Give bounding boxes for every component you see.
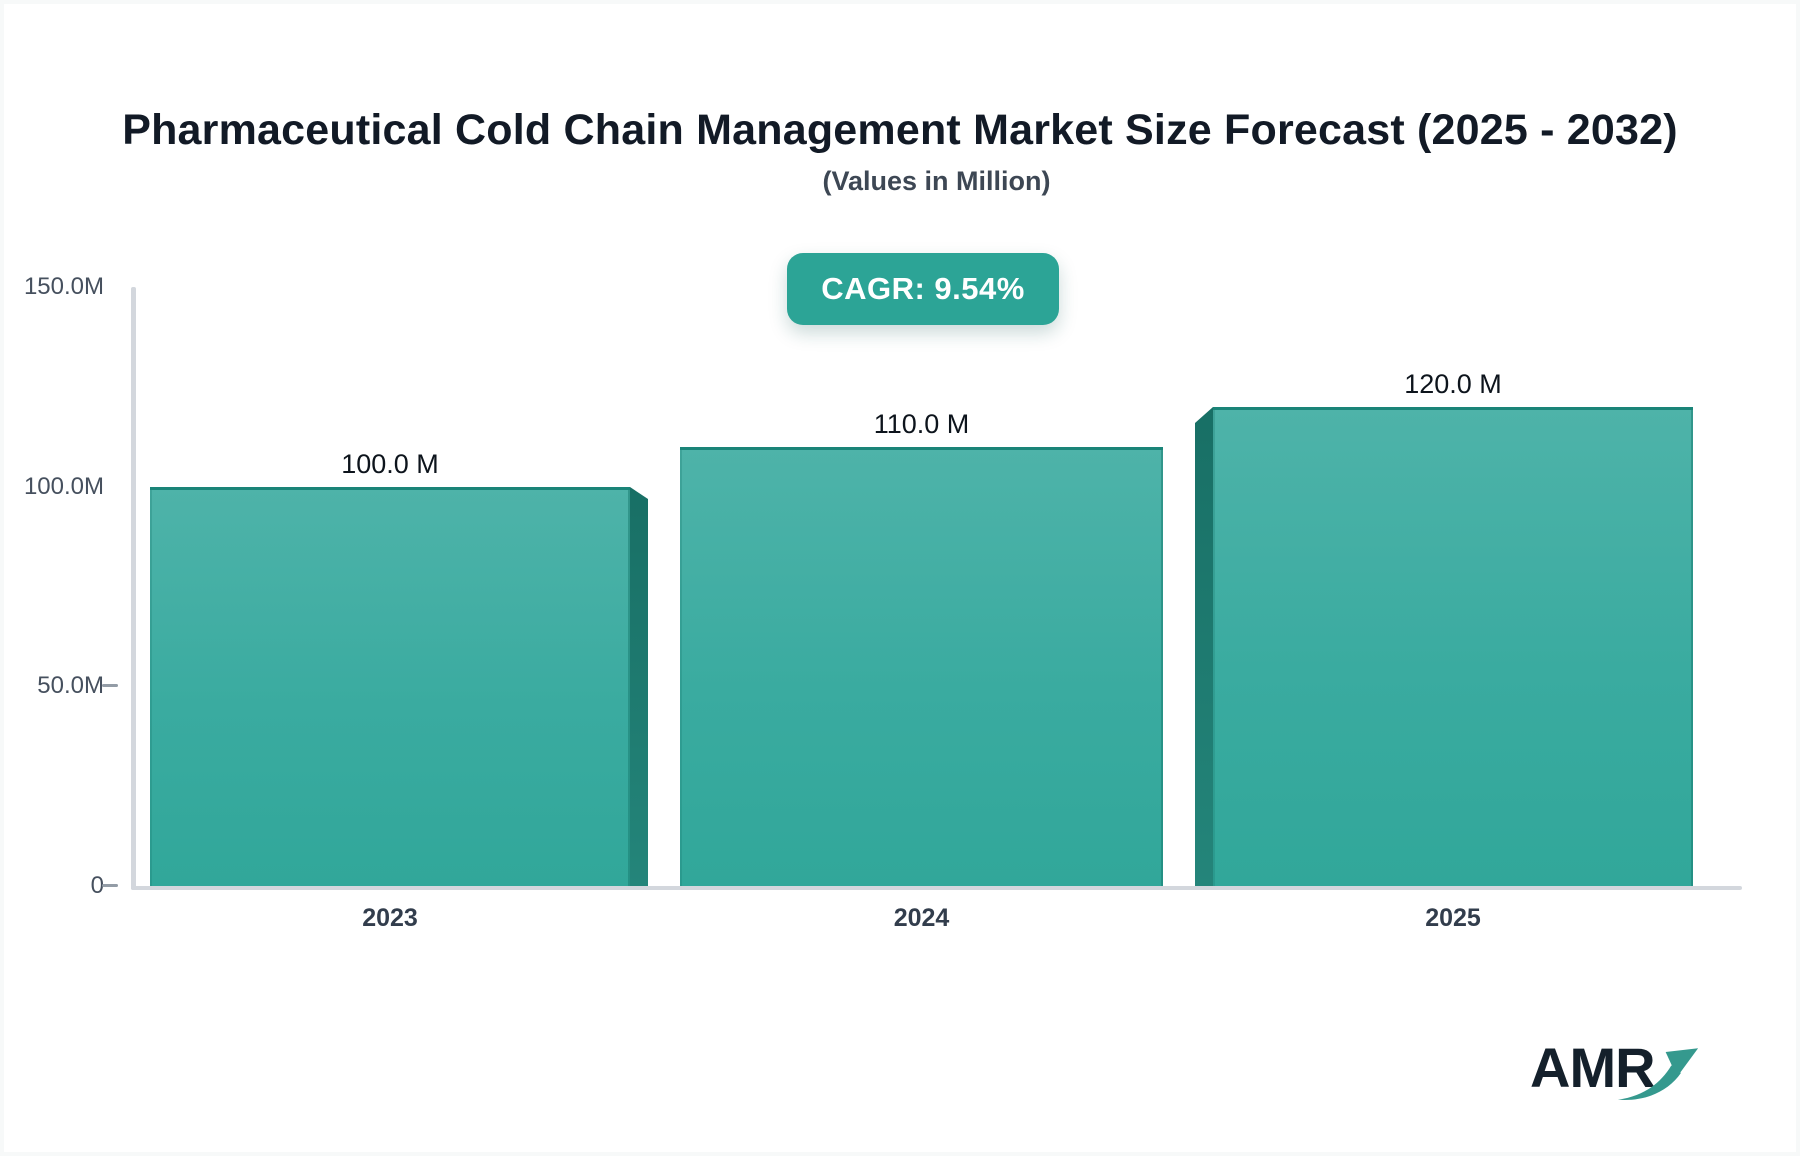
chart-subtitle: (Values in Million) bbox=[822, 166, 1051, 196]
y-axis-line bbox=[131, 287, 136, 890]
amr-logo-text: AMR bbox=[1530, 1036, 1656, 1099]
y-axis-tick-label: 100.0M bbox=[23, 472, 104, 500]
x-axis-label-2024: 2024 bbox=[893, 904, 950, 932]
y-axis-tick-dash bbox=[102, 884, 118, 887]
growth-arrow-icon bbox=[1617, 1048, 1699, 1101]
amr-logo: AMR bbox=[1530, 1036, 1720, 1108]
bar-2025 bbox=[1213, 407, 1693, 886]
y-axis-tick-label: 150.0M bbox=[23, 273, 104, 300]
bar-value-label: 120.0 M bbox=[1404, 369, 1502, 399]
y-axis-tick-label: 0 bbox=[90, 872, 104, 899]
cagr-badge: CAGR: 9.54% bbox=[787, 253, 1059, 325]
bar-value-label: 100.0 M bbox=[341, 449, 439, 479]
x-axis-line bbox=[131, 886, 1742, 890]
bar-2024 bbox=[680, 447, 1163, 886]
chart-title: Pharmaceutical Cold Chain Management Mar… bbox=[122, 106, 1678, 154]
cagr-badge-label: CAGR: 9.54% bbox=[821, 271, 1025, 306]
bar-2023 bbox=[150, 487, 630, 886]
bar-value-label: 110.0 M bbox=[873, 409, 970, 439]
y-axis-tick-label: 50.0M bbox=[37, 672, 104, 700]
y-axis-tick-dash bbox=[102, 684, 118, 688]
x-axis-label-2025: 2025 bbox=[1425, 904, 1481, 932]
bar-2025-side-face bbox=[1195, 407, 1213, 886]
bar-2023-side-face bbox=[630, 487, 648, 886]
x-axis-label-2023: 2023 bbox=[362, 904, 418, 932]
